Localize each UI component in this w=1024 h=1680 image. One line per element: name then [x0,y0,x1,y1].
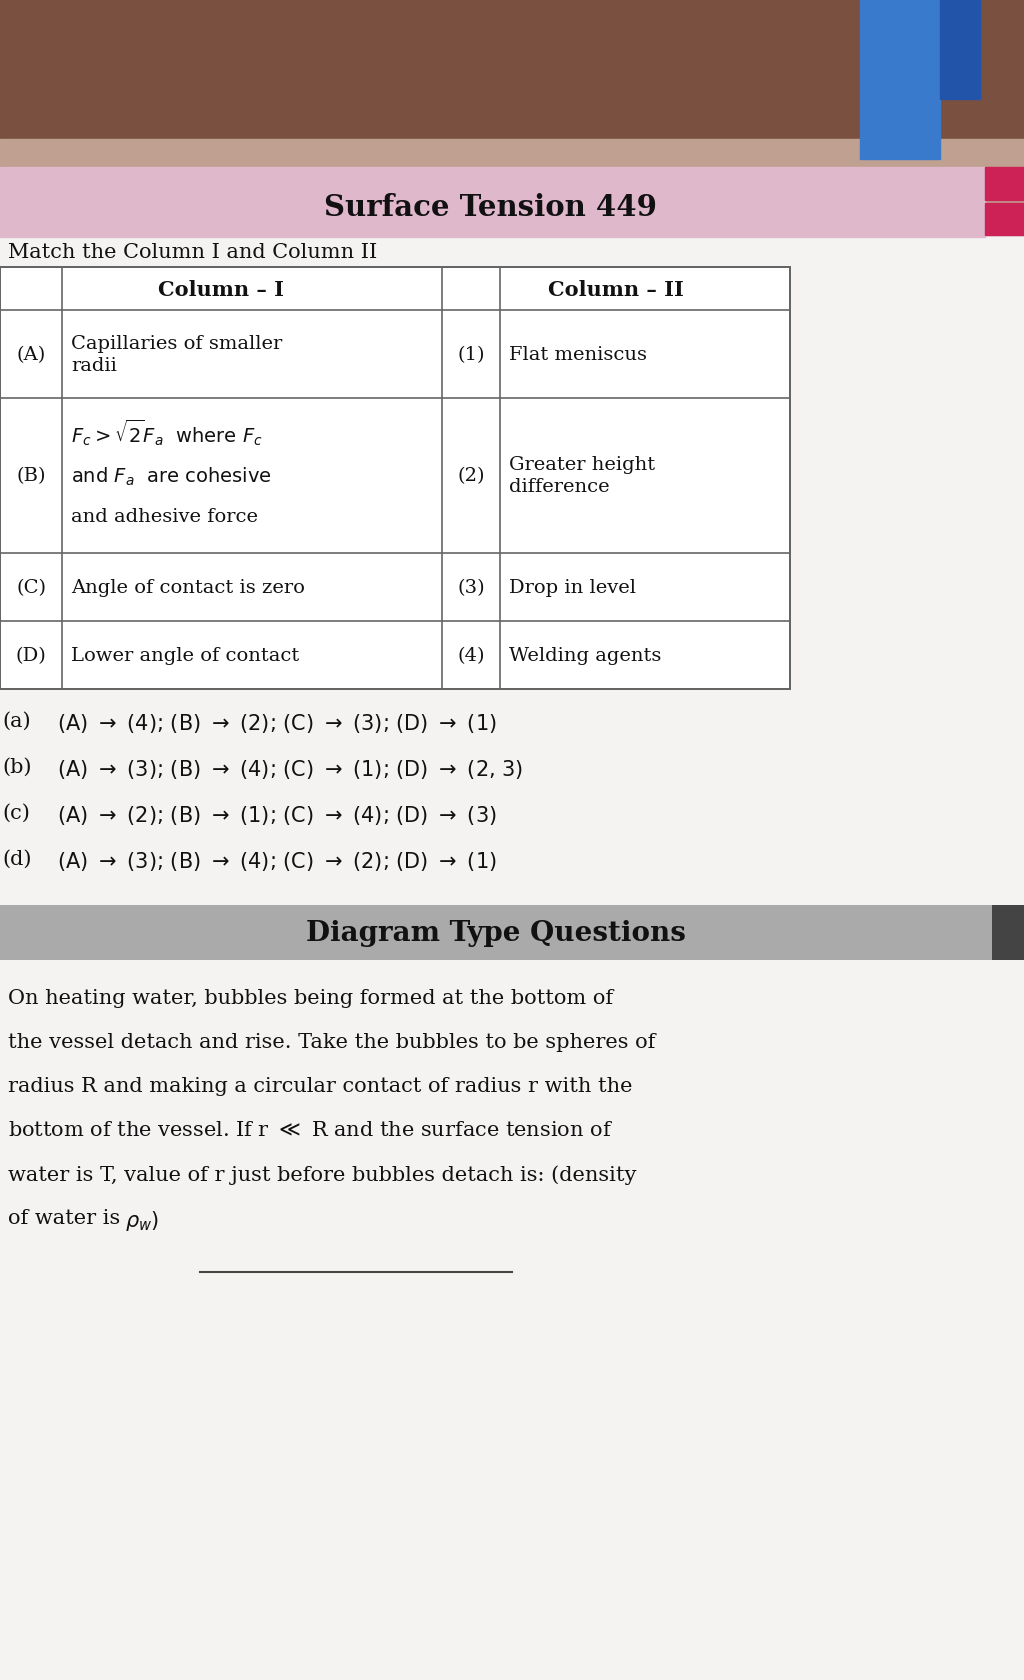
Text: Welding agents: Welding agents [509,647,662,665]
Text: (C): (C) [16,578,46,596]
Text: (3): (3) [457,578,484,596]
Bar [992,906,1024,961]
Text: Diagram Type Questions: Diagram Type Questions [306,919,686,946]
Text: (b): (b) [2,758,32,776]
Text: (B): (B) [16,467,46,486]
Text: Drop in level: Drop in level [509,578,636,596]
Text: (A): (A) [16,346,46,365]
Text: (c): (c) [2,803,30,823]
Text: Match the Column I and Column II: Match the Column I and Column II [8,244,377,262]
Text: radius R and making a circular contact of radius r with the: radius R and making a circular contact o… [8,1077,633,1095]
Text: Column – II: Column – II [548,279,684,299]
Text: radii: radii [71,356,117,375]
Text: water is T, value of r just before bubbles detach is: (density: water is T, value of r just before bubbl… [8,1164,637,1184]
Text: Column – I: Column – I [158,279,284,299]
Text: of water is: of water is [8,1208,127,1228]
Text: (A) $\rightarrow$ (3); (B) $\rightarrow$ (4); (C) $\rightarrow$ (2); (D) $\right: (A) $\rightarrow$ (3); (B) $\rightarrow$… [44,850,497,872]
Text: difference: difference [509,479,609,496]
Text: Flat meniscus: Flat meniscus [509,346,647,365]
Text: (d): (d) [2,850,32,869]
Text: Lower angle of contact: Lower angle of contact [71,647,299,665]
Bar [0,0,1024,200]
Bar [0,168,985,239]
Bar [985,203,1024,235]
Text: (2): (2) [458,467,484,486]
Text: (A) $\rightarrow$ (2); (B) $\rightarrow$ (1); (C) $\rightarrow$ (4); (D) $\right: (A) $\rightarrow$ (2); (B) $\rightarrow$… [44,803,497,827]
Text: Greater height: Greater height [509,457,655,474]
Text: Angle of contact is zero: Angle of contact is zero [71,578,305,596]
Bar [860,0,940,160]
Text: (D): (D) [15,647,46,665]
Text: and adhesive force: and adhesive force [71,507,258,526]
Text: (A) $\rightarrow$ (3); (B) $\rightarrow$ (4); (C) $\rightarrow$ (1); (D) $\right: (A) $\rightarrow$ (3); (B) $\rightarrow$… [44,758,523,781]
Text: bottom of the vessel. If r $\ll$ R and the surface tension of: bottom of the vessel. If r $\ll$ R and t… [8,1121,613,1139]
Text: and $F_a$  are cohesive: and $F_a$ are cohesive [71,465,271,487]
Text: $F_c > \sqrt{2}F_a$  where $F_c$: $F_c > \sqrt{2}F_a$ where $F_c$ [71,418,262,449]
Text: the vessel detach and rise. Take the bubbles to be spheres of: the vessel detach and rise. Take the bub… [8,1033,655,1052]
Bar [0,267,790,689]
Text: (a): (a) [2,712,31,731]
Text: $\rho_w$): $\rho_w$) [125,1208,159,1231]
Text: (4): (4) [458,647,484,665]
Bar [985,168,1024,202]
Bar [0,239,1024,1680]
Text: Capillaries of smaller: Capillaries of smaller [71,334,283,353]
Text: (1): (1) [458,346,484,365]
Text: Surface Tension 449: Surface Tension 449 [324,193,656,222]
Text: On heating water, bubbles being formed at the bottom of: On heating water, bubbles being formed a… [8,988,613,1008]
Text: (A) $\rightarrow$ (4); (B) $\rightarrow$ (2); (C) $\rightarrow$ (3); (D) $\right: (A) $\rightarrow$ (4); (B) $\rightarrow$… [44,712,497,734]
Bar [940,0,980,99]
Bar [0,906,992,961]
Bar [0,139,1024,210]
